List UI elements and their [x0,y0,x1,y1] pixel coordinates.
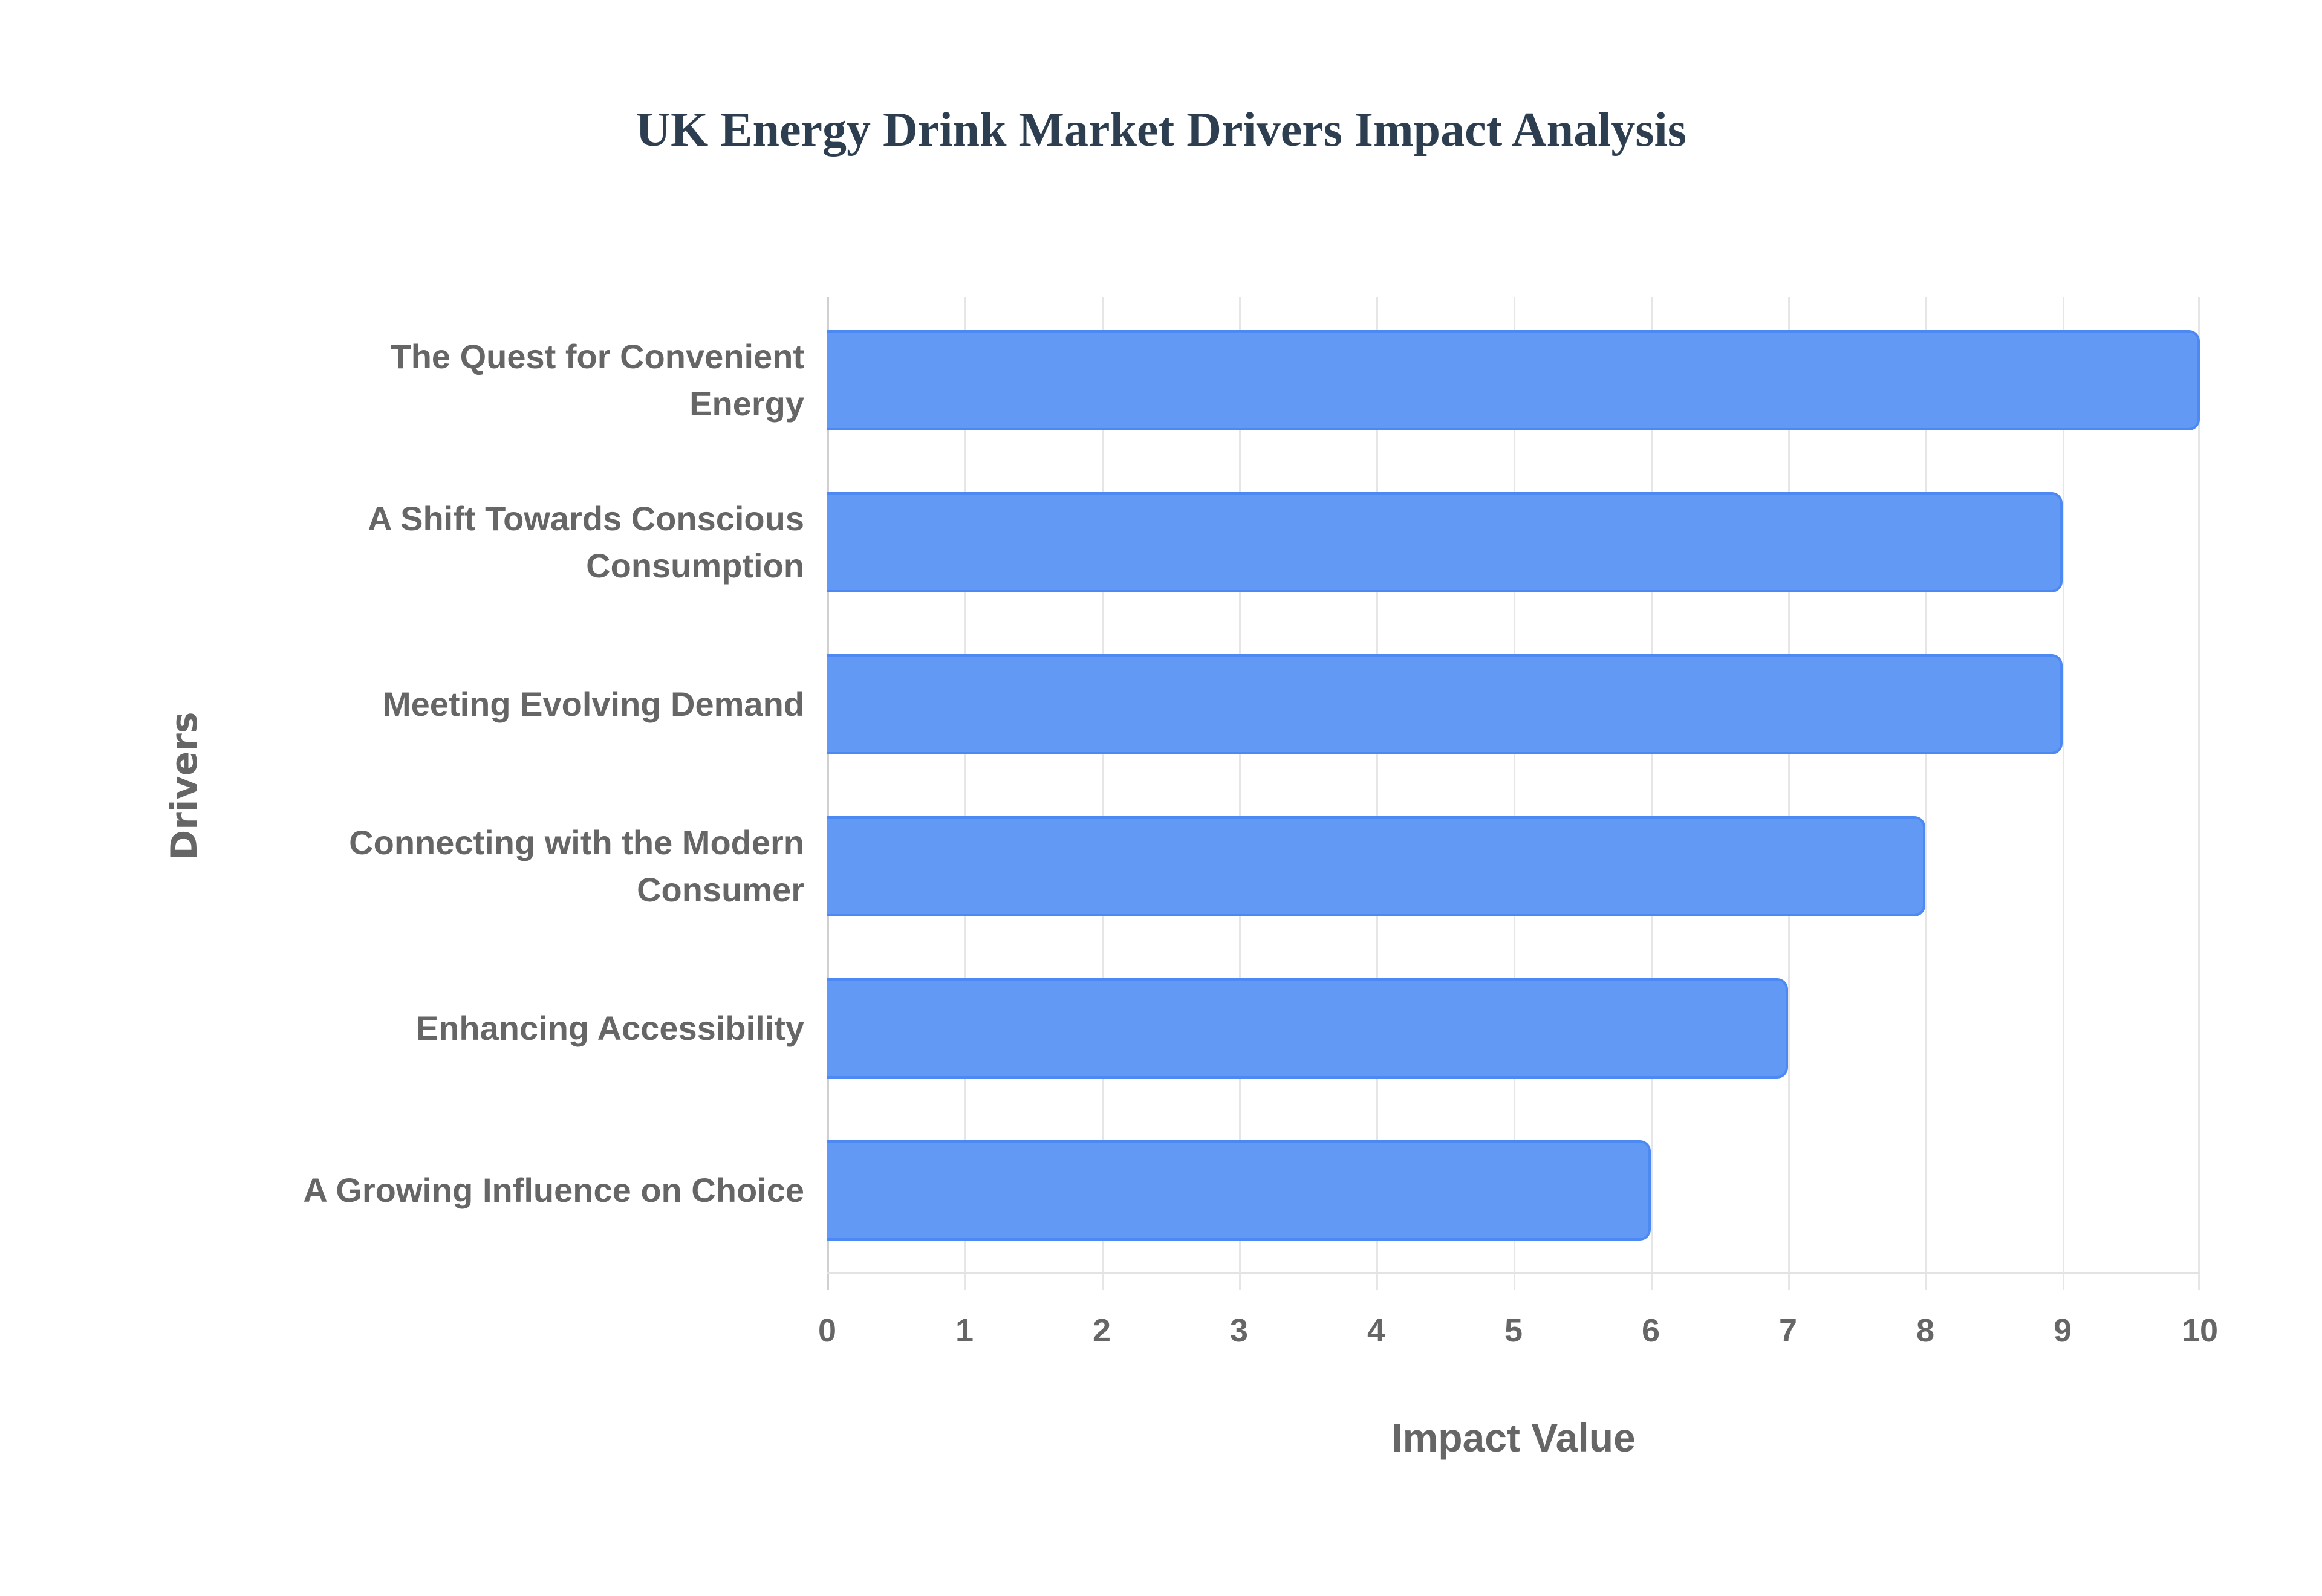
x-tick-label: 2 [1092,1312,1111,1349]
bar-shift-conscious-consumption[interactable] [827,492,2063,592]
gridline [1651,297,1653,1290]
gridline [2063,297,2064,1290]
bar-meeting-evolving-demand[interactable] [827,654,2063,754]
y-tick-label: Meeting Evolving Demand [383,685,804,723]
y-tick-label: Connecting with the Modern Consumer [349,823,804,909]
gridline [1376,297,1378,1290]
x-tick-label: 8 [1916,1312,1935,1349]
bar-connecting-modern-consumer[interactable] [827,816,1925,916]
y-tick-label: A Growing Influence on Choice [303,1171,804,1209]
x-axis-title: Impact Value [1391,1415,1636,1460]
bar-growing-influence-choice[interactable] [827,1140,1651,1241]
y-tick-label: The Quest for Convenient Energy [390,337,805,423]
gridline [1102,297,1104,1290]
x-tick-label: 10 [2181,1312,2219,1349]
x-tick-label: 0 [818,1312,837,1349]
bar-quest-convenient-energy[interactable] [827,330,2200,430]
y-tick-label: A Shift Towards Conscious Consumption [368,499,804,585]
x-axis-line [827,1272,2200,1274]
x-tick-label: 6 [1641,1312,1660,1349]
chart-title: UK Energy Drink Market Drivers Impact An… [636,103,1686,157]
x-tick-label: 4 [1367,1312,1386,1349]
x-tick-label: 5 [1504,1312,1523,1349]
gridline [827,297,829,1290]
gridline [964,297,966,1290]
gridline [1788,297,1790,1290]
x-tick-label: 3 [1229,1312,1249,1349]
gridline [2198,297,2200,1290]
gridline [1514,297,1515,1290]
x-tick-label: 7 [1778,1312,1798,1349]
y-axis-title: Drivers [163,712,206,860]
gridline [1239,297,1241,1290]
gridline [1925,297,1927,1290]
bar-enhancing-accessibility[interactable] [827,978,1788,1079]
x-tick-label: 9 [2053,1312,2072,1349]
plot-area [827,297,2200,1290]
y-tick-label: Enhancing Accessibility [415,1009,804,1047]
x-tick-label: 1 [955,1312,974,1349]
